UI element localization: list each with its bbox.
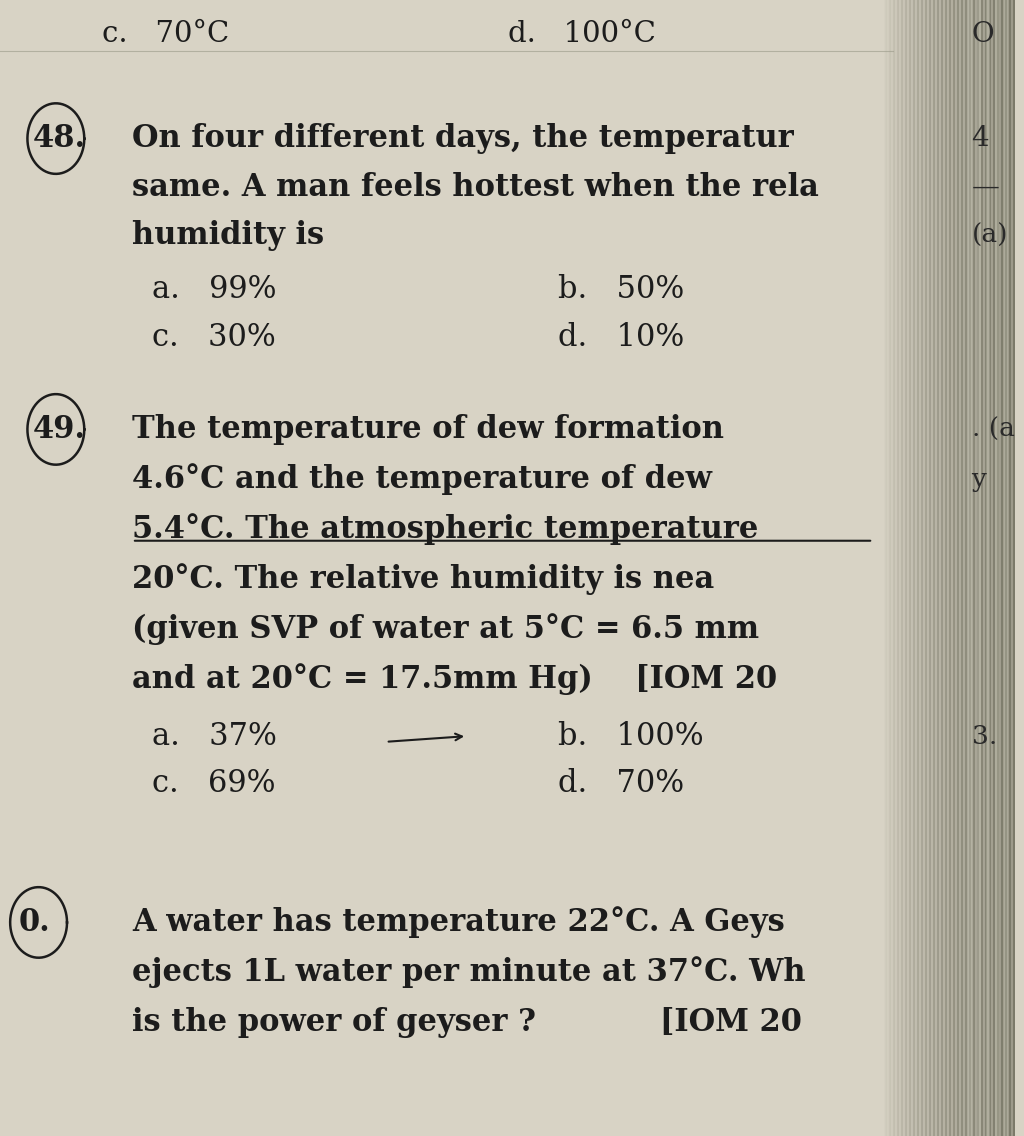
Text: 4: 4	[972, 125, 989, 152]
Text: c.   30%: c. 30%	[153, 321, 276, 353]
Text: 48.: 48.	[33, 123, 86, 154]
Text: ejects 1L water per minute at 37°C. Wh: ejects 1L water per minute at 37°C. Wh	[132, 957, 806, 988]
Text: 49.: 49.	[33, 414, 85, 445]
Text: b.   100%: b. 100%	[558, 720, 705, 752]
Text: a.   99%: a. 99%	[153, 274, 276, 306]
Text: [IOM 20: [IOM 20	[659, 1006, 802, 1038]
Text: 4.6°C and the temperature of dew: 4.6°C and the temperature of dew	[132, 463, 712, 495]
Text: d.   70%: d. 70%	[558, 768, 684, 800]
Text: (a): (a)	[972, 223, 1008, 248]
Text: y: y	[972, 467, 986, 492]
Text: On four different days, the temperatur: On four different days, the temperatur	[132, 123, 794, 154]
Text: same. A man feels hottest when the rela: same. A man feels hottest when the rela	[132, 172, 819, 203]
Text: O: O	[972, 20, 994, 48]
Text: d.   10%: d. 10%	[558, 321, 685, 353]
Text: The temperature of dew formation: The temperature of dew formation	[132, 414, 724, 445]
Text: is the power of geyser ?: is the power of geyser ?	[132, 1006, 536, 1038]
Text: 0.: 0.	[18, 907, 50, 938]
Text: c.   70°C: c. 70°C	[101, 20, 228, 48]
Text: b.   50%: b. 50%	[558, 274, 685, 306]
Text: 3.: 3.	[972, 724, 996, 749]
Text: c.   69%: c. 69%	[153, 768, 275, 800]
Text: and at 20°C = 17.5mm Hg)    [IOM 20: and at 20°C = 17.5mm Hg) [IOM 20	[132, 663, 777, 695]
Text: A water has temperature 22°C. A Geys: A water has temperature 22°C. A Geys	[132, 907, 784, 938]
Text: humidity is: humidity is	[132, 219, 325, 251]
Text: 5.4°C. The atmospheric temperature: 5.4°C. The atmospheric temperature	[132, 513, 759, 545]
Text: (given SVP of water at 5°C = 6.5 mm: (given SVP of water at 5°C = 6.5 mm	[132, 613, 759, 645]
Text: —: —	[972, 174, 999, 201]
Text: a.   37%: a. 37%	[153, 720, 278, 752]
Text: 20°C. The relative humidity is nea: 20°C. The relative humidity is nea	[132, 563, 714, 595]
Text: d.   100°C: d. 100°C	[508, 20, 655, 48]
Text: . (a: . (a	[972, 417, 1015, 442]
